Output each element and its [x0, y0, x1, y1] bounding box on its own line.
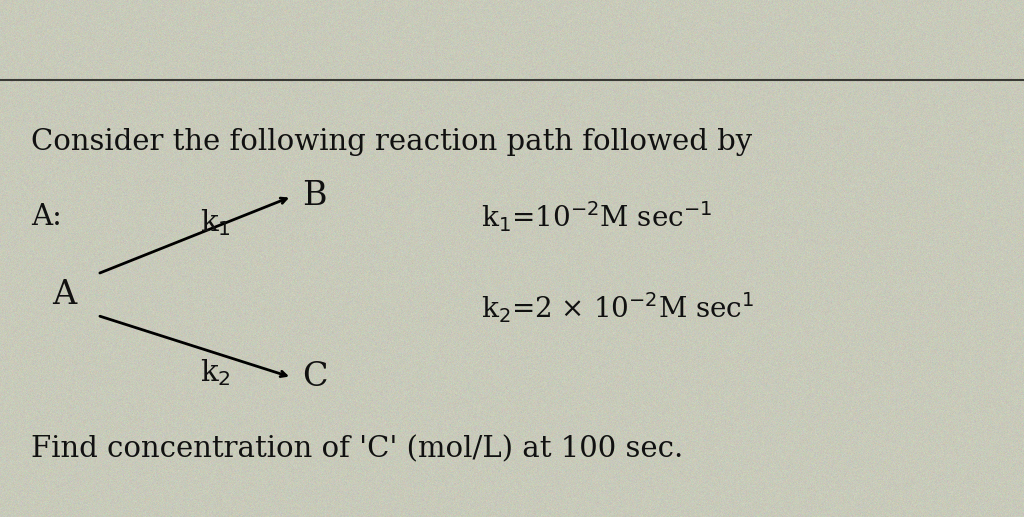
Text: A: A: [52, 279, 77, 311]
Text: C: C: [302, 361, 328, 393]
Text: k$_1$: k$_1$: [200, 207, 230, 238]
Text: k$_2$: k$_2$: [200, 357, 230, 388]
Text: B: B: [302, 180, 327, 212]
Text: A:: A:: [31, 203, 61, 231]
Text: Find concentration of 'C' (mol/L) at 100 sec.: Find concentration of 'C' (mol/L) at 100…: [31, 436, 683, 464]
Text: k$_2$=2 × 10$^{-2}$M sec$^{1}$: k$_2$=2 × 10$^{-2}$M sec$^{1}$: [481, 290, 755, 325]
Text: k$_1$=10$^{-2}$M sec$^{-1}$: k$_1$=10$^{-2}$M sec$^{-1}$: [481, 200, 713, 235]
Text: Consider the following reaction path followed by: Consider the following reaction path fol…: [31, 128, 752, 156]
